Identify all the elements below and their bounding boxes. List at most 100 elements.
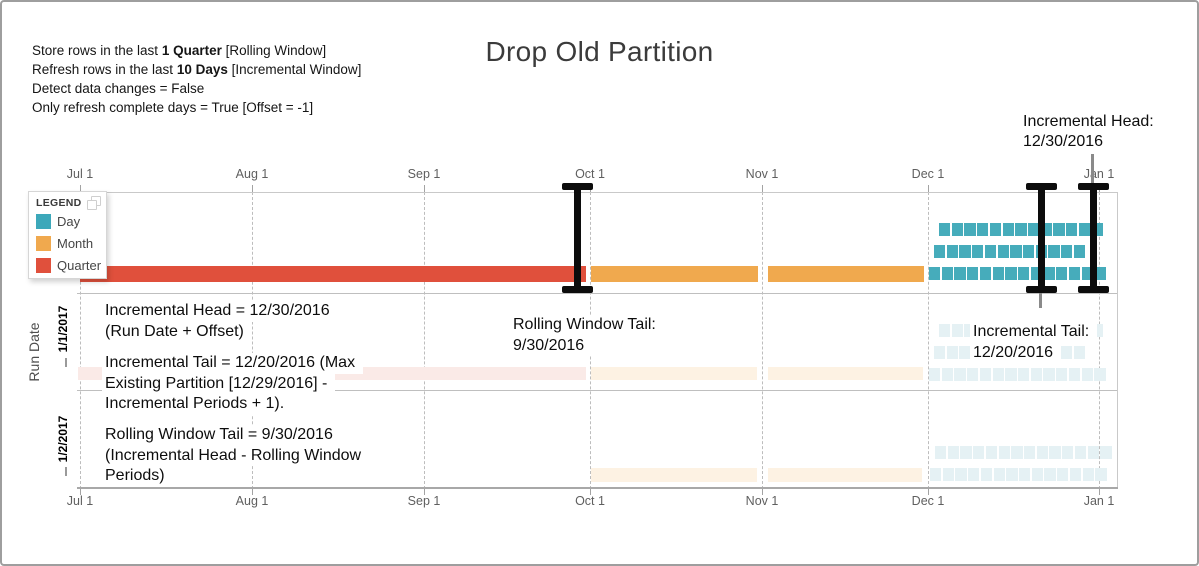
- legend[interactable]: LEGEND Day Month Quarter: [28, 191, 107, 279]
- x-axis-label-top: Jul 1: [66, 167, 94, 181]
- policy-line-rolling-window: Store rows in the last 1 Quarter [Rollin…: [32, 43, 327, 58]
- day-partition-square: [1053, 223, 1065, 236]
- day-partition-square: [972, 245, 984, 258]
- annotation-incremental-tail: Incremental Tail: 12/20/2016: [970, 322, 1098, 363]
- day-partition-square-faded: [1043, 368, 1055, 381]
- day-partition-square-faded: [1087, 446, 1099, 459]
- day-partition-square-faded: [1073, 346, 1086, 359]
- day-partition-square-faded: [1082, 468, 1094, 481]
- day-partition-square: [989, 223, 1002, 236]
- day-partition-square-faded: [1056, 368, 1068, 381]
- day-partition-square: [1023, 245, 1035, 258]
- callout-line: [1091, 154, 1094, 189]
- callout-line: [1039, 291, 1042, 308]
- plot-right-border: [1117, 192, 1118, 488]
- day-partition-square: [1010, 245, 1022, 258]
- run-date-label-1: 1/1/2017: [56, 305, 70, 353]
- day-partition-square: [939, 223, 951, 236]
- day-partition-square: [934, 245, 946, 258]
- day-partition-square-faded: [1031, 468, 1044, 481]
- day-partition-square: [964, 223, 976, 236]
- boundary-marker-bar: [573, 183, 581, 293]
- axis-tick-bottom: [928, 488, 929, 495]
- day-swatch: [36, 214, 51, 229]
- day-partition-square-faded: [1030, 368, 1043, 381]
- day-partition-square-faded: [967, 368, 979, 381]
- legend-title: LEGEND: [36, 197, 82, 209]
- day-partition-square-faded: [1062, 446, 1074, 459]
- day-partition-square: [977, 223, 989, 236]
- day-partition-square: [959, 245, 971, 258]
- incremental-head-callout: Incremental Head: 12/30/2016: [1023, 113, 1154, 150]
- day-partition-square-faded: [942, 468, 955, 481]
- month-partition-bar-faded: [768, 367, 923, 380]
- axis-tick-top: [424, 185, 425, 192]
- day-partition-square-faded: [955, 468, 967, 481]
- day-partition-square-faded: [1049, 446, 1061, 459]
- band-separator: [77, 390, 1117, 391]
- day-partition-square: [1015, 223, 1027, 236]
- day-partition-square: [1002, 223, 1014, 236]
- day-partition-square-faded: [939, 324, 951, 337]
- policy-line-complete-days: Only refresh complete days = True [Offse…: [32, 100, 314, 115]
- day-partition-square-faded: [947, 446, 960, 459]
- month-gridline: [80, 192, 81, 489]
- day-partition-square: [1091, 223, 1103, 236]
- month-gridline: [762, 192, 763, 489]
- boundary-marker-serif-top: [1077, 183, 1109, 190]
- policy-line-detect-changes: Detect data changes = False: [32, 81, 205, 96]
- pop-out-icon[interactable]: [87, 196, 101, 210]
- day-partition-square: [984, 245, 997, 258]
- axis-tick-bottom: [1099, 488, 1100, 495]
- refresh-policy-summary: Store rows in the last 1 Quarter [Rollin…: [32, 41, 361, 117]
- day-partition-square: [1056, 267, 1068, 280]
- boundary-marker-bar: [1089, 183, 1097, 293]
- axis-tick-top: [762, 185, 763, 192]
- axis-tick-top: [80, 185, 81, 192]
- day-partition-square: [1043, 267, 1055, 280]
- day-partition-square: [951, 223, 964, 236]
- day-partition-square: [1068, 267, 1081, 280]
- day-partition-square-faded: [954, 368, 966, 381]
- run-date-label-2: 1/2/2017: [56, 415, 70, 463]
- x-axis-label-top: Jan 1: [1083, 167, 1115, 181]
- day-partition-square-faded: [951, 324, 964, 337]
- day-partition-square-faded: [1006, 468, 1018, 481]
- day-partition-square-faded: [1095, 468, 1107, 481]
- annotation-incremental-head: Incremental Head = 12/30/2016 (Run Date …: [102, 301, 338, 342]
- day-partition-square-faded: [1036, 446, 1049, 459]
- day-partition-square: [1066, 223, 1078, 236]
- day-partition-square-faded: [1057, 468, 1069, 481]
- quarter-swatch: [36, 258, 51, 273]
- day-partition-square-faded: [959, 346, 971, 359]
- x-axis-label-bottom: Sep 1: [407, 494, 441, 508]
- day-partition-square-faded: [968, 468, 980, 481]
- x-axis-label-bottom: Oct 1: [575, 494, 605, 508]
- day-partition-square-faded: [993, 468, 1005, 481]
- day-partition-square: [1081, 267, 1093, 280]
- day-partition-square-faded: [1074, 446, 1087, 459]
- run-date-tick: [65, 467, 67, 476]
- x-axis-label-top: Aug 1: [235, 167, 269, 181]
- boundary-marker-serif-top: [1025, 183, 1057, 190]
- axis-tick-bottom: [252, 488, 253, 495]
- day-partition-square-faded: [941, 368, 954, 381]
- day-partition-square-faded: [985, 446, 998, 459]
- x-axis-label-bottom: Jul 1: [66, 494, 94, 508]
- boundary-marker-serif-bottom: [1025, 286, 1057, 293]
- month-gridline: [928, 192, 929, 489]
- day-partition-square-faded: [973, 446, 985, 459]
- day-partition-square: [1028, 223, 1040, 236]
- run-date-tick: [65, 358, 67, 367]
- day-partition-square-faded: [1094, 368, 1106, 381]
- month-partition-bar: [591, 266, 758, 282]
- boundary-marker-serif-top: [561, 183, 593, 190]
- day-partition-square: [941, 267, 954, 280]
- annotation-rolling-window-tail-calc: Rolling Window Tail = 9/30/2016 (Increme…: [102, 425, 370, 487]
- day-partition-square-faded: [1091, 324, 1103, 337]
- axis-tick-top: [252, 185, 253, 192]
- annotation-incremental-tail-calc: Incremental Tail = 12/20/2016 (Max Exist…: [102, 353, 364, 415]
- band-separator: [77, 293, 1117, 294]
- day-partition-square-faded: [1069, 468, 1082, 481]
- day-partition-square: [929, 267, 941, 280]
